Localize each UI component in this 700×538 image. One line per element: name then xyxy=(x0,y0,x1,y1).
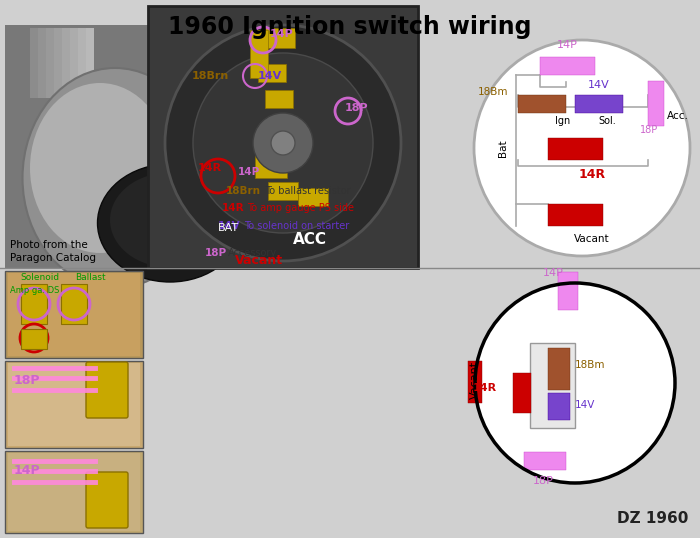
Bar xyxy=(54,28,62,98)
FancyBboxPatch shape xyxy=(86,472,128,528)
FancyBboxPatch shape xyxy=(265,90,293,108)
FancyBboxPatch shape xyxy=(5,25,305,268)
Text: 14V: 14V xyxy=(575,400,596,410)
FancyBboxPatch shape xyxy=(8,363,140,446)
Text: Ign: Ign xyxy=(555,116,570,126)
Text: Vacant: Vacant xyxy=(235,253,283,266)
FancyBboxPatch shape xyxy=(61,284,87,324)
Text: 18Brn: 18Brn xyxy=(192,71,230,81)
FancyBboxPatch shape xyxy=(548,393,570,420)
Text: Acc.: Acc. xyxy=(667,111,689,121)
FancyBboxPatch shape xyxy=(548,204,603,226)
FancyBboxPatch shape xyxy=(155,236,169,256)
FancyBboxPatch shape xyxy=(255,156,287,178)
Bar xyxy=(62,28,70,98)
Text: 14R: 14R xyxy=(222,203,244,213)
Circle shape xyxy=(475,283,675,483)
Bar xyxy=(38,28,46,98)
Ellipse shape xyxy=(30,83,170,253)
FancyBboxPatch shape xyxy=(518,95,566,113)
Text: Sol.: Sol. xyxy=(598,116,616,126)
Text: 14V: 14V xyxy=(218,221,241,231)
Bar xyxy=(70,28,78,98)
Text: Bat: Bat xyxy=(498,139,508,157)
FancyBboxPatch shape xyxy=(268,182,298,200)
Text: BAT: BAT xyxy=(218,223,239,233)
Text: 14R: 14R xyxy=(473,383,497,393)
Text: 14R: 14R xyxy=(578,168,606,181)
Text: 18Bm: 18Bm xyxy=(477,87,508,97)
FancyBboxPatch shape xyxy=(548,138,603,160)
FancyBboxPatch shape xyxy=(265,28,295,48)
Text: 1960 Ignition switch wiring: 1960 Ignition switch wiring xyxy=(168,15,532,39)
Text: 14V: 14V xyxy=(258,71,282,81)
FancyBboxPatch shape xyxy=(21,329,47,349)
Text: 14R: 14R xyxy=(198,163,222,173)
Text: 18P: 18P xyxy=(14,373,41,386)
FancyBboxPatch shape xyxy=(148,6,418,268)
Circle shape xyxy=(193,53,373,233)
FancyBboxPatch shape xyxy=(524,452,566,470)
Bar xyxy=(46,28,54,98)
Text: 18P: 18P xyxy=(640,125,658,135)
Text: Amp ga. DS: Amp ga. DS xyxy=(10,286,60,295)
FancyBboxPatch shape xyxy=(186,195,200,215)
Text: 18Brn: 18Brn xyxy=(226,186,261,196)
Text: To ballast resistor: To ballast resistor xyxy=(265,186,351,196)
Text: 14V: 14V xyxy=(588,80,610,90)
FancyBboxPatch shape xyxy=(530,343,575,428)
Text: 18Bm: 18Bm xyxy=(575,360,606,370)
FancyBboxPatch shape xyxy=(21,284,47,324)
FancyBboxPatch shape xyxy=(298,188,328,206)
Text: Accessory: Accessory xyxy=(228,248,277,258)
FancyBboxPatch shape xyxy=(5,361,143,448)
FancyBboxPatch shape xyxy=(513,373,531,413)
Text: 14P: 14P xyxy=(238,167,260,177)
FancyBboxPatch shape xyxy=(168,176,182,196)
Text: Photo from the
Paragon Catalog: Photo from the Paragon Catalog xyxy=(10,240,96,263)
Text: Solenoid: Solenoid xyxy=(20,273,59,282)
Ellipse shape xyxy=(110,173,230,267)
Circle shape xyxy=(253,113,313,173)
FancyBboxPatch shape xyxy=(548,348,570,390)
FancyBboxPatch shape xyxy=(5,271,143,358)
Text: 18P: 18P xyxy=(205,248,227,258)
Bar xyxy=(86,28,94,98)
FancyBboxPatch shape xyxy=(575,95,623,113)
Text: DZ 1960: DZ 1960 xyxy=(617,511,688,526)
FancyBboxPatch shape xyxy=(8,273,140,356)
Circle shape xyxy=(474,40,690,256)
Text: 14P: 14P xyxy=(270,29,294,39)
Ellipse shape xyxy=(97,164,242,282)
Bar xyxy=(78,28,86,98)
Text: 18P: 18P xyxy=(345,103,369,113)
Text: ACC: ACC xyxy=(293,232,327,247)
FancyBboxPatch shape xyxy=(648,81,664,126)
FancyBboxPatch shape xyxy=(171,218,185,238)
Circle shape xyxy=(271,131,295,155)
FancyBboxPatch shape xyxy=(250,30,268,78)
Circle shape xyxy=(165,25,401,261)
FancyBboxPatch shape xyxy=(8,453,140,531)
Text: To amp gauge PS side: To amp gauge PS side xyxy=(247,203,354,213)
Text: Ballast: Ballast xyxy=(75,273,106,282)
Text: 14P: 14P xyxy=(14,464,41,477)
Text: Vacant: Vacant xyxy=(470,361,480,399)
Text: To solenoid on starter: To solenoid on starter xyxy=(244,221,349,231)
FancyBboxPatch shape xyxy=(5,451,143,533)
Text: Vacant: Vacant xyxy=(574,234,610,244)
Ellipse shape xyxy=(22,68,207,288)
Text: 18P: 18P xyxy=(533,476,554,486)
Text: 14P: 14P xyxy=(542,268,564,278)
FancyBboxPatch shape xyxy=(258,64,286,82)
FancyBboxPatch shape xyxy=(558,272,578,310)
FancyBboxPatch shape xyxy=(540,57,595,75)
Text: 14P: 14P xyxy=(556,40,577,50)
FancyBboxPatch shape xyxy=(86,362,128,418)
FancyBboxPatch shape xyxy=(468,361,482,403)
Bar xyxy=(30,28,38,98)
